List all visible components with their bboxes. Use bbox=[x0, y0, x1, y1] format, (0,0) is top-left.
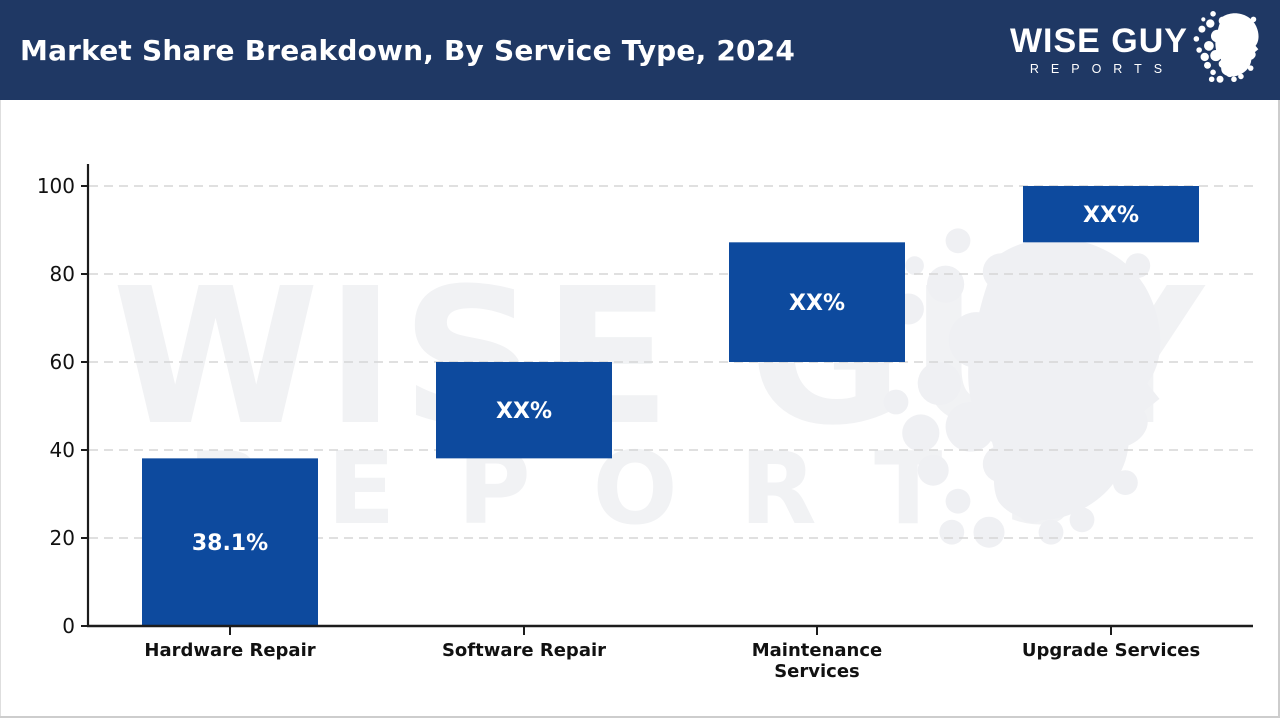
face-dot bbox=[1226, 70, 1234, 78]
logo-face-icon bbox=[1193, 11, 1259, 83]
bar-segment bbox=[142, 458, 318, 626]
bar-value-label: XX% bbox=[789, 291, 845, 316]
face-dot bbox=[1210, 29, 1224, 43]
y-tick-label: 60 bbox=[50, 350, 75, 374]
bar-value-label: XX% bbox=[1083, 203, 1139, 228]
face-dot bbox=[1218, 59, 1227, 69]
face-dot bbox=[1204, 40, 1214, 51]
face-dot bbox=[1250, 16, 1257, 23]
face-dot bbox=[1247, 65, 1254, 71]
page-border-left bbox=[0, 100, 1, 716]
bar-value-label: 38.1% bbox=[192, 531, 268, 556]
face-dot bbox=[1204, 61, 1211, 69]
bar-segment bbox=[1023, 186, 1199, 243]
face-dot bbox=[1228, 13, 1234, 20]
face-dot bbox=[1201, 17, 1206, 22]
page-border-right bbox=[1278, 100, 1280, 716]
face-dot bbox=[1233, 61, 1241, 69]
face-dot bbox=[1193, 36, 1200, 42]
y-tick-label: 100 bbox=[37, 174, 75, 198]
face-dot bbox=[1210, 50, 1222, 62]
wise-guy-logo: WISE GUY REPORTS bbox=[1010, 11, 1262, 89]
header-bar: Market Share Breakdown, By Service Type,… bbox=[0, 0, 1280, 100]
face-dot bbox=[1210, 11, 1216, 17]
face-dot bbox=[1228, 48, 1237, 57]
face-dot bbox=[1218, 16, 1227, 25]
x-category-label: Software Repair bbox=[442, 640, 606, 661]
bar-value-label: XX% bbox=[496, 399, 552, 424]
page-border-bottom bbox=[0, 716, 1280, 718]
y-tick-label: 20 bbox=[50, 526, 75, 550]
face-dot bbox=[1224, 25, 1232, 33]
face-dot bbox=[1231, 76, 1237, 83]
bar-segment bbox=[729, 242, 905, 362]
bar-segment bbox=[436, 362, 612, 459]
face-dot bbox=[1200, 52, 1209, 62]
face-dot bbox=[1238, 73, 1244, 80]
x-category-label: Upgrade Services bbox=[1022, 640, 1200, 661]
logo-subtitle: REPORTS bbox=[1029, 62, 1175, 77]
y-tick-label: 0 bbox=[62, 614, 75, 638]
y-tick-label: 80 bbox=[50, 262, 75, 286]
y-tick-label: 40 bbox=[50, 438, 75, 462]
market-share-chart: 38.1% XX% XX% XX% 0 20 40 60 80 100 Hardware Repai… bbox=[37, 164, 1253, 682]
face-dot bbox=[1206, 19, 1215, 28]
x-category-label: Services bbox=[774, 661, 860, 682]
x-category-label: Maintenance bbox=[752, 640, 883, 661]
face-dot bbox=[1208, 76, 1215, 83]
logo-wordmark: WISE GUY bbox=[1009, 22, 1188, 61]
face-dot bbox=[1210, 69, 1216, 76]
chart-title: Market Share Breakdown, By Service Type,… bbox=[20, 33, 796, 67]
face-dot bbox=[1216, 75, 1224, 83]
logo-text: WISE GUY REPORTS bbox=[1010, 24, 1188, 76]
face-dot bbox=[1198, 25, 1206, 33]
x-category-label: Hardware Repair bbox=[144, 640, 315, 661]
face-dot bbox=[1196, 47, 1202, 53]
face-dot bbox=[1220, 38, 1231, 48]
